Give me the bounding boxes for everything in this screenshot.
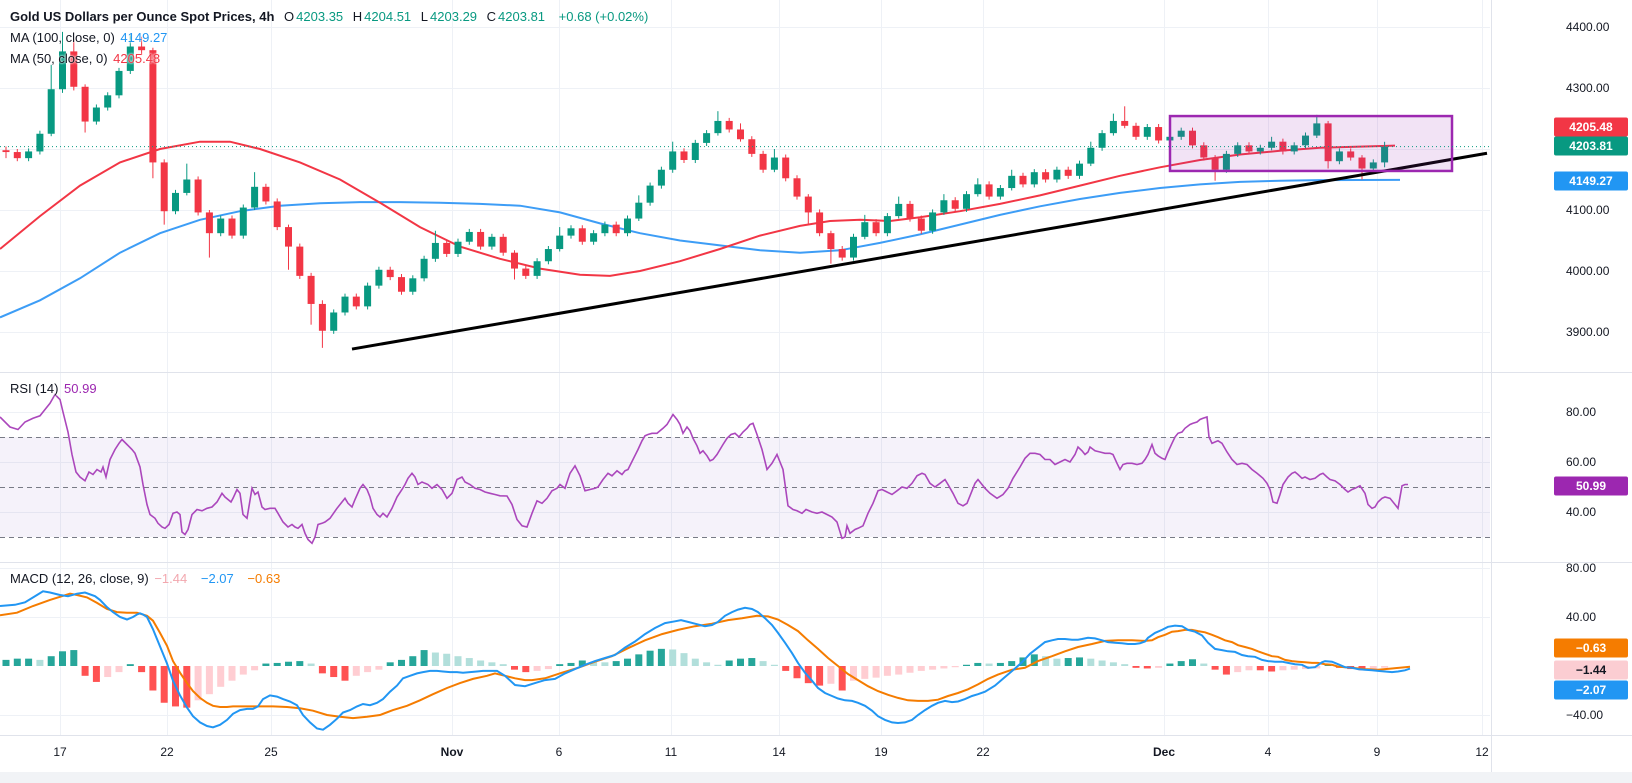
rsi-value: 50.99 (64, 381, 97, 396)
rsi-band (0, 437, 1490, 538)
consolidation-box (1168, 114, 1454, 173)
time-label: 19 (874, 745, 888, 759)
time-label: 4 (1265, 745, 1272, 759)
time-label: 6 (556, 745, 563, 759)
svg-text:40.00: 40.00 (1566, 505, 1596, 519)
close-value: 4203.81 (498, 9, 546, 24)
svg-text:4149.27: 4149.27 (1569, 174, 1613, 188)
price-overlays (0, 114, 1490, 351)
macd-hist-value: −1.44 (154, 571, 188, 586)
macd-lines (0, 590, 1411, 731)
time-label: 22 (976, 745, 990, 759)
time-label: 22 (160, 745, 174, 759)
macd-pane-legend[interactable]: MACD (12, 26, close, 9) −1.44 −2.07 −0.6… (10, 568, 280, 589)
time-label: 17 (53, 745, 67, 759)
time-label: 12 (1475, 745, 1489, 759)
svg-text:−2.07: −2.07 (1576, 683, 1607, 697)
macd-signal-line (0, 592, 1411, 720)
svg-text:50.99: 50.99 (1576, 479, 1606, 493)
macd-line-value: −2.07 (200, 571, 234, 586)
time-label: 25 (264, 745, 278, 759)
bottom-strip (0, 772, 1632, 783)
rsi-line (0, 393, 1408, 545)
price-badge (1554, 476, 1628, 496)
price-badge (1554, 171, 1628, 191)
time-label: 14 (772, 745, 786, 759)
low-value: 4203.29 (430, 9, 478, 24)
svg-text:80.00: 80.00 (1566, 561, 1596, 575)
price-badge (1554, 638, 1628, 658)
ma50-line (0, 140, 1396, 277)
svg-text:60.00: 60.00 (1566, 455, 1596, 469)
trendline (351, 151, 1488, 351)
svg-text:−0.63: −0.63 (1576, 641, 1607, 655)
grid-lines (0, 0, 1490, 735)
time-label: Dec (1153, 745, 1175, 759)
svg-text:4100.00: 4100.00 (1566, 203, 1610, 217)
ma50-value: 4205.48 (113, 51, 161, 66)
svg-text:3900.00: 3900.00 (1566, 325, 1610, 339)
svg-text:4000.00: 4000.00 (1566, 264, 1610, 278)
pane-dividers[interactable] (0, 372, 1632, 783)
svg-text:−1.44: −1.44 (1576, 663, 1607, 677)
price-badge (1554, 680, 1628, 700)
axis-badges: 4205.48 4203.81 4149.27 50.99 −0.63 −1.44 −2.0… (1554, 117, 1628, 700)
open-label: O (284, 9, 295, 24)
svg-text:80.00: 80.00 (1566, 405, 1596, 419)
time-scale[interactable]: 17 22 25 Nov 6 11 14 19 22 Dec 4 9 12 (53, 745, 1489, 759)
time-label: Nov (441, 745, 464, 759)
macd-label: MACD (12, 26, close, 9) (10, 571, 149, 586)
macd-signal-value: −0.63 (247, 571, 281, 586)
rsi-label: RSI (14) (10, 381, 59, 396)
rsi-pane-legend[interactable]: RSI (14) 50.99 (10, 378, 97, 399)
svg-text:40.00: 40.00 (1566, 610, 1596, 624)
time-label: 9 (1374, 745, 1381, 759)
svg-text:4400.00: 4400.00 (1566, 20, 1610, 34)
open-value: 4203.35 (296, 9, 344, 24)
price-badge (1554, 136, 1628, 156)
svg-text:4300.00: 4300.00 (1566, 81, 1610, 95)
ma100-legend-row[interactable]: MA (100, close, 0) 4149.27 (10, 27, 648, 48)
price-badge (1554, 660, 1628, 680)
low-label: L (420, 9, 429, 24)
candlestick-series (2, 31, 1389, 348)
time-label: 11 (665, 745, 678, 759)
svg-text:4205.48: 4205.48 (1569, 120, 1613, 134)
price-badge (1554, 117, 1628, 137)
ma100-line (0, 178, 1401, 319)
symbol-header-row: Gold US Dollars per Ounce Spot Prices, 4… (10, 6, 648, 27)
svg-text:4203.81: 4203.81 (1569, 139, 1613, 153)
change-value: +0.68 (+0.02%) (558, 9, 649, 24)
high-value: 4204.51 (364, 9, 412, 24)
ma100-label: MA (100, close, 0) (10, 30, 115, 45)
ma100-value: 4149.27 (120, 30, 168, 45)
high-label: H (352, 9, 363, 24)
ma50-legend-row[interactable]: MA (50, close, 0) 4205.48 (10, 48, 648, 69)
svg-text:−40.00: −40.00 (1566, 708, 1603, 722)
close-label: C (486, 9, 497, 24)
ma50-label: MA (50, close, 0) (10, 51, 108, 66)
symbol-title[interactable]: Gold US Dollars per Ounce Spot Prices, 4… (10, 9, 275, 24)
macd-line (0, 590, 1411, 731)
moving-averages (0, 140, 1401, 319)
main-pane-legend: Gold US Dollars per Ounce Spot Prices, 4… (10, 6, 648, 69)
